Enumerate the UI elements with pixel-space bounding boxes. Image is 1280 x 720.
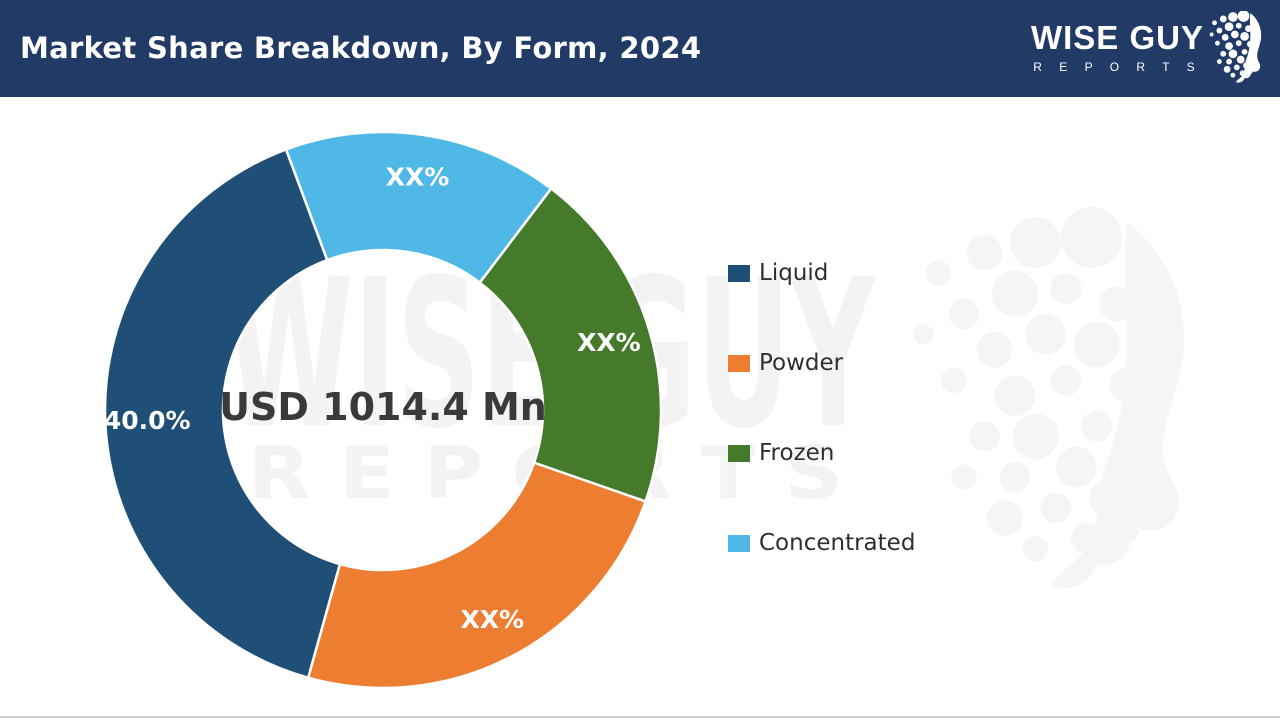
chart-center-value: USD 1014.4 Mn	[219, 385, 547, 429]
legend-label: Concentrated	[759, 530, 916, 556]
logo-subtitle: R E P O R T S	[1033, 60, 1202, 74]
donut-slice-powder	[306, 461, 647, 690]
legend-swatch-frozen	[728, 444, 750, 462]
legend-label: Powder	[759, 350, 844, 376]
donut-chart: 40.0% XX% XX% XX%	[103, 130, 663, 690]
slice-percent-label-powder: XX%	[460, 605, 524, 634]
legend-label: Liquid	[759, 260, 829, 286]
logo-wordmark: WISE GUY	[1030, 19, 1204, 56]
chart-legend: Liquid Powder Frozen Concentrated	[728, 260, 915, 620]
legend-item-powder: Powder	[728, 350, 915, 376]
legend-item-frozen: Frozen	[728, 440, 915, 466]
slice-percent-label-concentrated: XX%	[386, 163, 450, 192]
legend-item-concentrated: Concentrated	[728, 530, 915, 556]
legend-swatch-liquid	[728, 264, 750, 282]
legend-swatch-powder	[728, 354, 750, 372]
chart-area: WISE GUY R E P O R T S 40.0%XX%XX%XX% US…	[0, 97, 1280, 720]
legend-swatch-concentrated	[728, 534, 750, 552]
header-bar: Market Share Breakdown, By Form, 2024 WI…	[0, 0, 1280, 97]
slice-percent-label-frozen: XX%	[577, 328, 641, 357]
wiseguy-logo: WISE GUY R E P O R T S	[1031, 11, 1262, 85]
page-title: Market Share Breakdown, By Form, 2024	[20, 31, 702, 65]
donut-slice-frozen	[478, 187, 663, 503]
wiseguy-logo-text: WISE GUY R E P O R T S	[1031, 19, 1204, 74]
wiseguy-face-icon	[1209, 11, 1262, 83]
legend-item-liquid: Liquid	[728, 260, 915, 286]
donut-slice-liquid	[103, 148, 342, 680]
legend-label: Frozen	[759, 440, 835, 466]
slice-percent-label-liquid: 40.0%	[104, 406, 191, 435]
donut-slice-concentrated	[284, 130, 553, 284]
bottom-divider	[0, 716, 1280, 718]
